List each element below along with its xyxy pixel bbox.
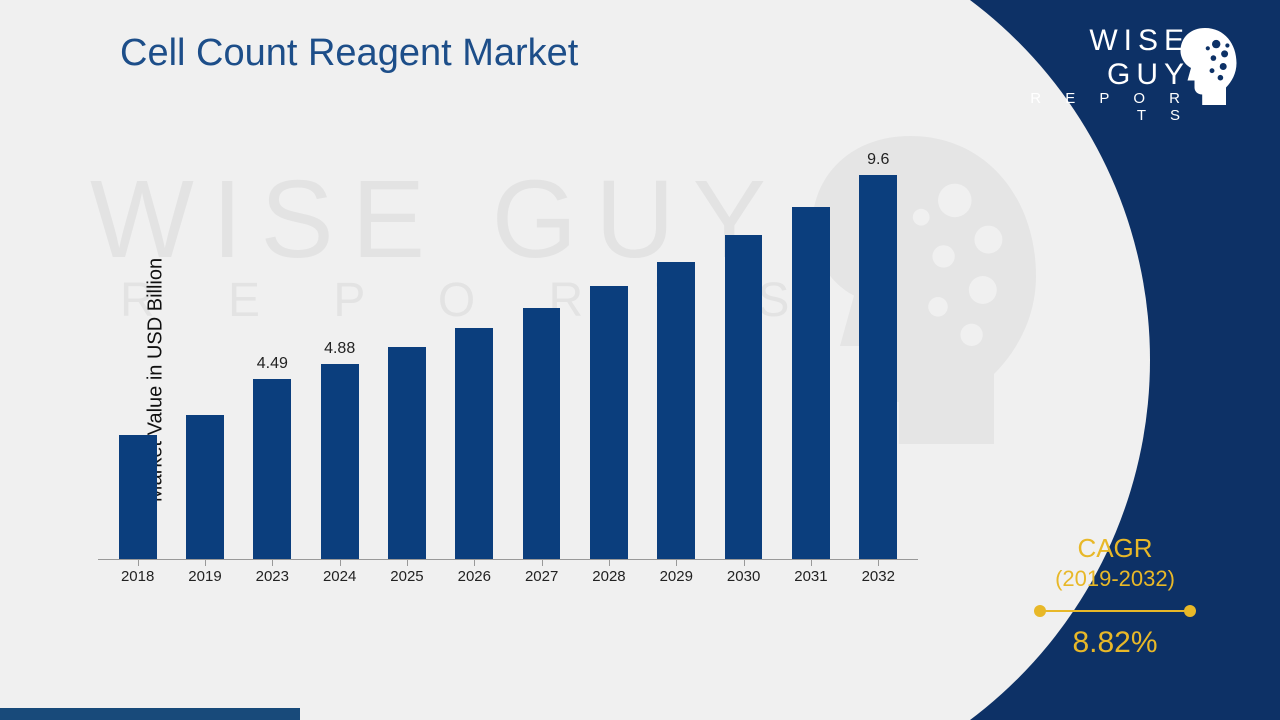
- x-tick: 2027: [508, 560, 575, 585]
- bar-wrap: [643, 160, 710, 559]
- infographic-stage: Cell Count Reagent Market WISE GUY R E P…: [0, 0, 1280, 720]
- brand-logo: WISE GUY R E P O R T S: [1000, 24, 1240, 114]
- bar: [859, 175, 897, 559]
- bars-container: 4.494.88 9.6: [98, 160, 918, 559]
- bar: [321, 364, 359, 559]
- bar-wrap: [508, 160, 575, 559]
- logo-line1: WISE GUY: [1000, 24, 1190, 92]
- x-tick: 2018: [104, 560, 171, 585]
- x-tick: 2024: [306, 560, 373, 585]
- x-tick: 2019: [171, 560, 238, 585]
- x-axis-ticks: 2018201920232024202520262027202820292030…: [98, 560, 918, 585]
- bar-wrap: [777, 160, 844, 559]
- bar: [523, 308, 561, 559]
- bottom-accent-bar: [0, 708, 300, 720]
- bar-wrap: 4.88: [306, 160, 373, 559]
- plot-area: 4.494.88 9.6: [98, 160, 918, 560]
- bar: [388, 347, 426, 559]
- x-tick: 2030: [710, 560, 777, 585]
- logo-head-icon: [1170, 24, 1240, 109]
- bar: [590, 286, 628, 559]
- bar: [792, 207, 830, 559]
- bar: [186, 415, 224, 559]
- bar: [455, 328, 493, 559]
- page-title: Cell Count Reagent Market: [120, 32, 578, 75]
- bar-wrap: [104, 160, 171, 559]
- x-tick: 2031: [777, 560, 844, 585]
- bar: [253, 379, 291, 559]
- bar-value-label: 9.6: [845, 151, 912, 169]
- bar-wrap: [575, 160, 642, 559]
- x-tick: 2026: [441, 560, 508, 585]
- x-tick: 2028: [575, 560, 642, 585]
- x-tick: 2023: [239, 560, 306, 585]
- cagr-period: (2019-2032): [1030, 566, 1200, 592]
- bar: [725, 235, 763, 559]
- cagr-value: 8.82%: [1030, 626, 1200, 660]
- x-tick: 2025: [373, 560, 440, 585]
- bar-chart: Market Value in USD Billion 4.494.889.6 …: [88, 160, 918, 600]
- cagr-label: CAGR: [1030, 533, 1200, 564]
- bar-wrap: 4.49: [239, 160, 306, 559]
- cagr-callout: CAGR (2019-2032) 8.82%: [1030, 533, 1200, 660]
- bar-wrap: [441, 160, 508, 559]
- logo-line2: R E P O R T S: [1000, 90, 1190, 124]
- bar: [657, 262, 695, 559]
- bar-wrap: [373, 160, 440, 559]
- bar-value-label: 4.88: [306, 340, 373, 358]
- bar-wrap: [710, 160, 777, 559]
- x-tick: 2032: [845, 560, 912, 585]
- bar-wrap: 9.6: [845, 160, 912, 559]
- x-tick: 2029: [643, 560, 710, 585]
- bar-value-label: 4.49: [239, 355, 306, 373]
- cagr-divider: [1040, 610, 1190, 612]
- bar: [119, 435, 157, 559]
- bar-wrap: [171, 160, 238, 559]
